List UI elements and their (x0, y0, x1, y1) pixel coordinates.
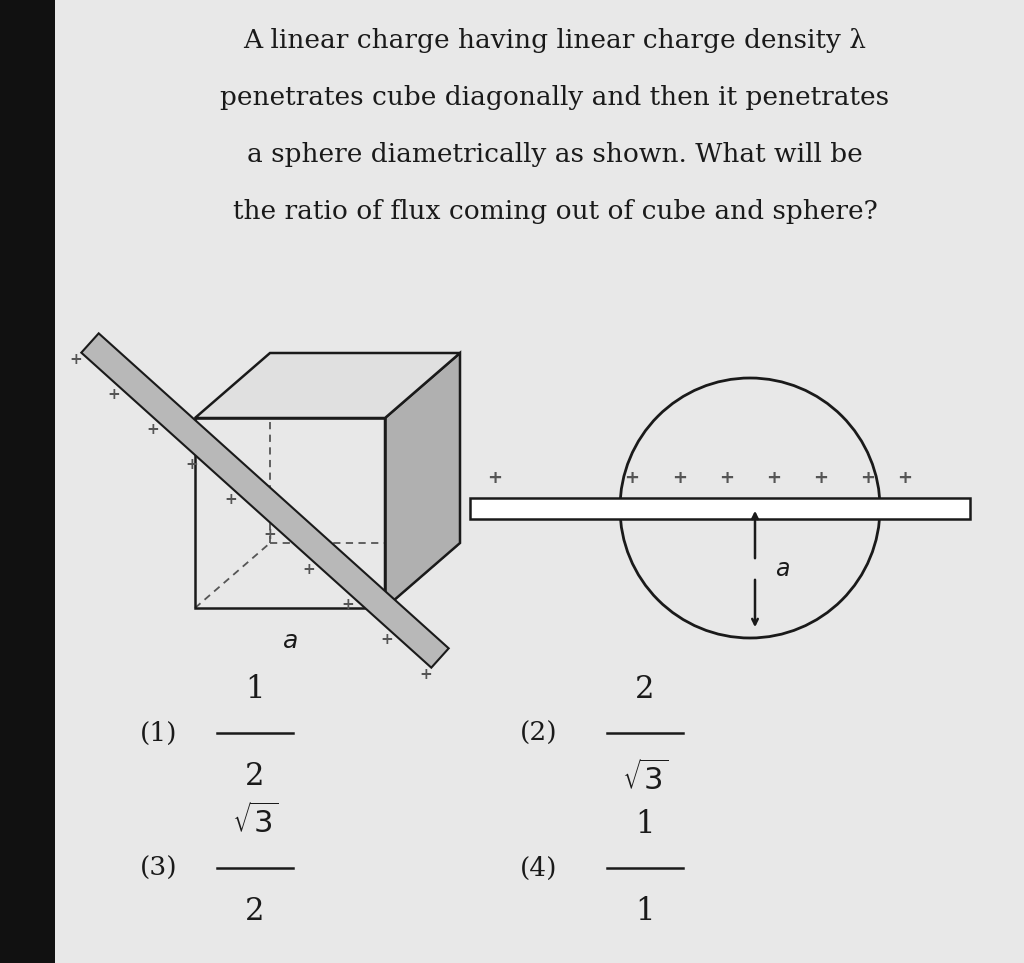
Polygon shape (0, 0, 55, 963)
Polygon shape (385, 353, 460, 608)
Text: +: + (766, 469, 781, 487)
Text: 1: 1 (635, 896, 654, 927)
Text: $a$: $a$ (775, 558, 790, 581)
Text: +: + (380, 632, 393, 647)
Text: A linear charge having linear charge density λ: A linear charge having linear charge den… (244, 28, 866, 53)
Text: $\sqrt{3}$: $\sqrt{3}$ (622, 761, 669, 797)
Text: (2): (2) (520, 720, 558, 745)
Text: 1: 1 (246, 674, 265, 705)
Text: a sphere diametrically as shown. What will be: a sphere diametrically as shown. What wi… (247, 142, 863, 167)
Text: $\sqrt{3}$: $\sqrt{3}$ (231, 804, 279, 840)
Text: 2: 2 (635, 674, 654, 705)
Text: the ratio of flux coming out of cube and sphere?: the ratio of flux coming out of cube and… (232, 199, 878, 224)
Text: +: + (487, 469, 503, 487)
Text: +: + (719, 469, 734, 487)
Text: 2: 2 (246, 896, 265, 927)
Text: +: + (813, 469, 828, 487)
Polygon shape (81, 333, 449, 667)
Text: 2: 2 (246, 761, 265, 792)
Text: +: + (69, 351, 82, 367)
Text: penetrates cube diagonally and then it penetrates: penetrates cube diagonally and then it p… (220, 85, 890, 110)
Text: +: + (263, 527, 276, 542)
Polygon shape (470, 498, 970, 518)
Text: +: + (146, 422, 160, 437)
Text: +: + (108, 387, 121, 402)
Polygon shape (195, 353, 460, 418)
Text: +: + (341, 597, 354, 612)
Text: (3): (3) (140, 855, 177, 880)
Text: 1: 1 (635, 809, 654, 840)
Text: +: + (224, 492, 238, 507)
Text: +: + (625, 469, 640, 487)
Text: +: + (185, 456, 199, 472)
Text: $a$: $a$ (283, 630, 298, 653)
Text: +: + (672, 469, 687, 487)
Text: (4): (4) (520, 855, 557, 880)
Text: (1): (1) (140, 720, 177, 745)
Text: +: + (419, 666, 432, 682)
Text: +: + (860, 469, 876, 487)
Text: +: + (897, 469, 912, 487)
Text: +: + (302, 561, 315, 577)
